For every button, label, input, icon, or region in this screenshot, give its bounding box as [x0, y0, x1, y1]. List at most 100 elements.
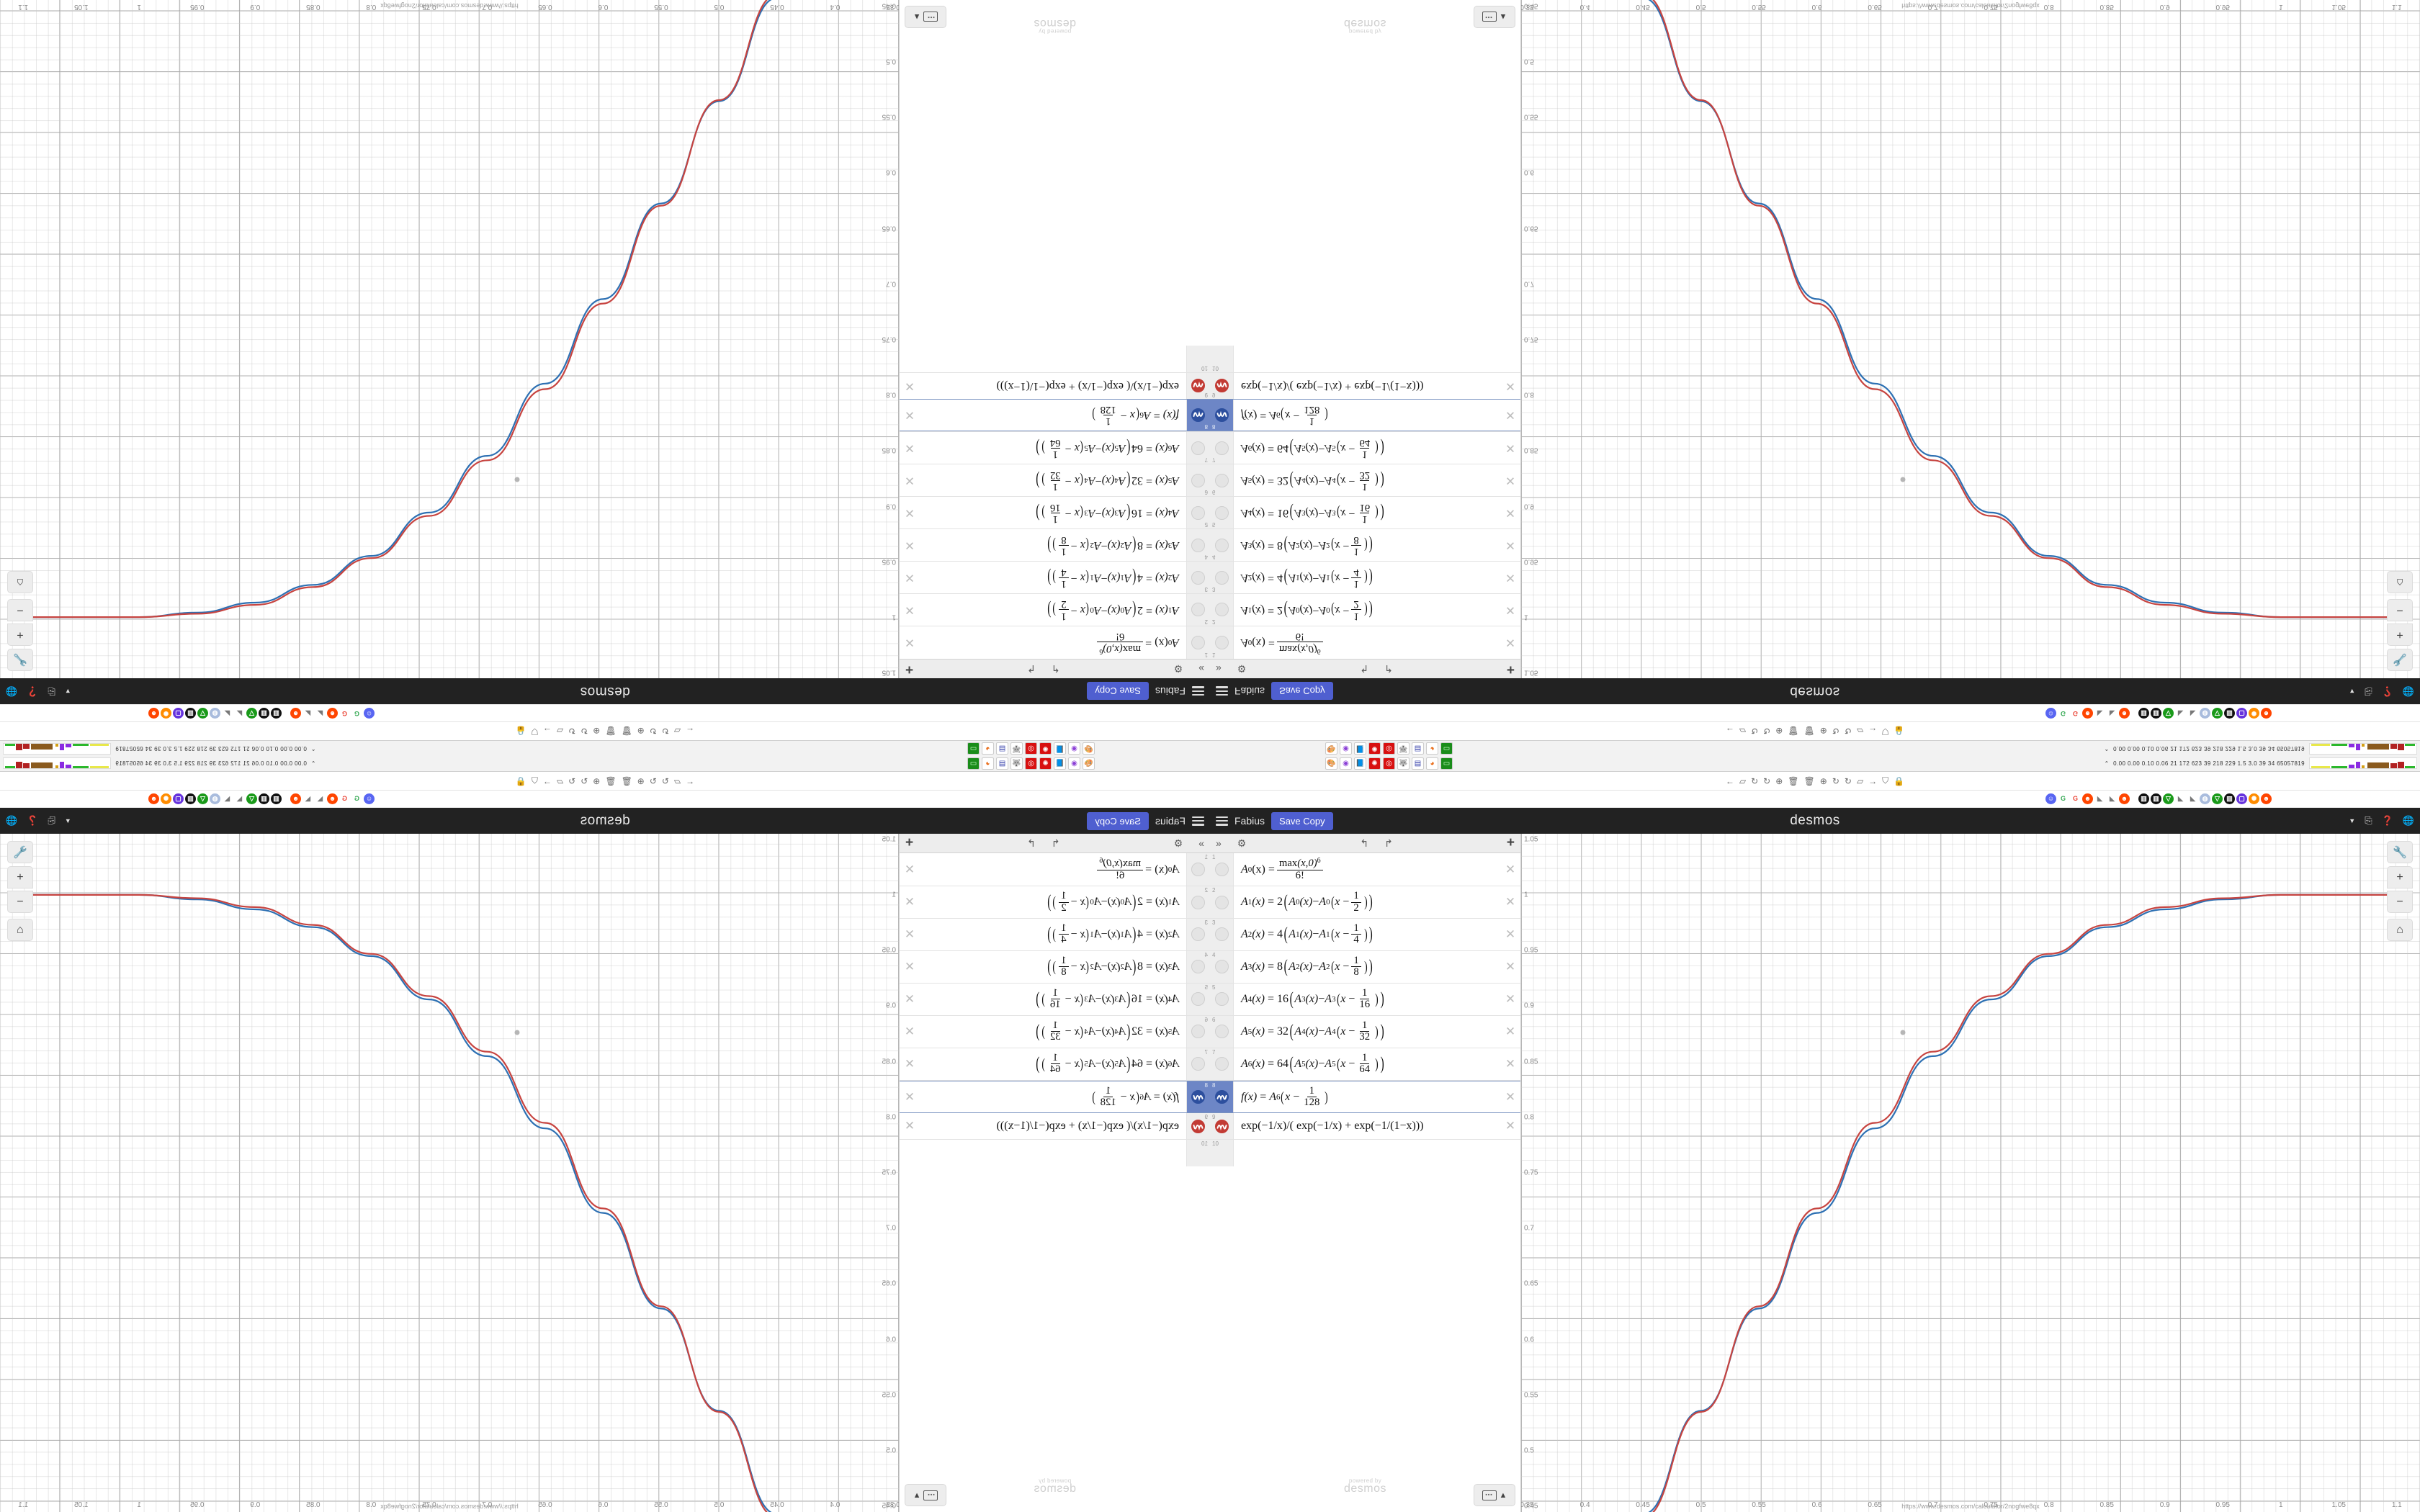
zoom-in-icon[interactable]: + — [7, 866, 33, 888]
expression-gutter[interactable]: 3 — [1186, 562, 1210, 593]
plot-toggle-bullet[interactable] — [1191, 1025, 1206, 1039]
reload-icon[interactable]: ↻ — [581, 775, 588, 786]
firefox-icon[interactable]: ◕ — [982, 742, 994, 755]
delete-expression-icon[interactable]: ✕ — [904, 927, 915, 941]
gear-icon[interactable]: ⚙ — [1237, 837, 1247, 849]
google-icon[interactable]: G — [2058, 793, 2069, 804]
plot-toggle-bullet[interactable] — [1191, 441, 1206, 455]
expression-row[interactable]: 2 A 1 (x) = 2(A 0 (x) − A 0(x − 1 2)) ✕ — [1210, 886, 1520, 919]
graph-canvas[interactable]: 0.35 0.4 0.45 0.5 0.55 0.6 0.65 0.7 0.75 0.8 0.85 0… — [0, 0, 899, 678]
share-icon[interactable]: ⎘ — [48, 686, 55, 697]
floppy-icon[interactable]: ▤ — [1412, 742, 1424, 755]
notepad-icon[interactable]: 📘 — [1354, 757, 1366, 770]
delete-expression-icon[interactable]: ✕ — [1505, 539, 1516, 553]
expression-row-empty[interactable]: 10 — [1210, 1140, 1520, 1167]
nvidia-icon[interactable]: ▽ — [2163, 793, 2174, 804]
home-icon[interactable]: ⌂ — [7, 571, 33, 593]
gitlab-icon[interactable]: ◣ — [222, 708, 233, 719]
plot-toggle-bullet-red[interactable] — [1191, 379, 1206, 393]
settings-red-icon[interactable]: ✺ — [1368, 757, 1381, 770]
reload-icon[interactable]: ↻ — [661, 775, 669, 786]
expression-row-selected[interactable]: 8 f (x) = A 6(x − 1 128) ✕ — [900, 1080, 1210, 1114]
expression-math[interactable]: A 6 (x) = 64(A 5 (x) − A 5(x − 1 64)) — [1036, 436, 1179, 461]
settings-red-icon[interactable]: ✺ — [1039, 742, 1052, 755]
expression-math[interactable] — [1234, 346, 1520, 372]
plot-toggle-bullet[interactable] — [1191, 927, 1206, 942]
expression-math[interactable]: A 5 (x) = 32(A 4 (x) − A 4(x − 1 32)) — [1241, 1019, 1384, 1043]
back-arrow-icon[interactable]: ← — [1725, 775, 1734, 786]
sun-icon[interactable]: ✺ — [2249, 708, 2259, 719]
home-icon[interactable]: ⌂ — [7, 919, 33, 941]
folder-icon[interactable]: ▱ — [1739, 775, 1747, 786]
delete-expression-icon[interactable]: ✕ — [904, 862, 915, 876]
record-red-icon[interactable]: ◎ — [1383, 742, 1395, 755]
add-expression-button[interactable]: + — [905, 662, 914, 677]
expression-row[interactable]: 2 A 1 (x) = 2(A 0 (x) − A 0(x − 1 2)) ✕ — [900, 886, 1210, 919]
trash-icon[interactable]: ▥ — [259, 708, 269, 719]
expression-gutter[interactable]: 10 — [1186, 1140, 1210, 1167]
expression-math[interactable] — [900, 346, 1186, 372]
delete-expression-icon[interactable]: ✕ — [1505, 1119, 1516, 1133]
expression-row[interactable]: 4 A 3 (x) = 8(A 2 (x) − A 2(x − 1 8)) ✕ — [1210, 950, 1520, 984]
expression-gutter[interactable]: 4 — [1210, 950, 1234, 983]
taskbar-icon-group[interactable]: 🎨 ◉ 📘 ✺ ◎ 🐺 ▤ ◕ ▭ — [967, 742, 1095, 755]
expression-math[interactable]: A 3 (x) = 8(A 2 (x) − A 2(x − 1 8)) — [1047, 534, 1179, 558]
back-arrow-icon[interactable]: ← — [686, 775, 695, 786]
expression-gutter[interactable]: 5 — [1186, 983, 1210, 1015]
reddit-icon[interactable]: ☻ — [148, 793, 159, 804]
curve-marker-point[interactable] — [1900, 1030, 1906, 1035]
wrench-icon[interactable]: 🔧 — [7, 841, 33, 863]
expression-math[interactable]: A 4 (x) = 16(A 3 (x) − A 3(x − 1 16)) — [1241, 501, 1384, 526]
lock-icon[interactable]: 🔒 — [1894, 775, 1905, 786]
plot-toggle-bullet[interactable] — [1214, 570, 1229, 585]
plot-toggle-bullet[interactable] — [1214, 1057, 1229, 1071]
bookmark-icon-group[interactable]: ☺ G G ☻ ◣ ◣ ☻ ▥ ▥ ▽ ◣ ◣ ◍ ▽ ▥ ▢ — [2045, 793, 2272, 804]
plot-toggle-bullet[interactable] — [1191, 570, 1206, 585]
graph-canvas[interactable]: 0.35 0.4 0.45 0.5 0.55 0.6 0.65 0.7 0.75 0.8 0.85 0… — [0, 834, 899, 1512]
graph-title[interactable]: Fabius — [1155, 815, 1186, 827]
bookmark-icon-group[interactable]: ☺ G G ☻ ◣ ◣ ☻ ▥ ▥ ▽ ◣ ◣ ◍ ▽ ▥ ▢ — [148, 793, 375, 804]
expression-math[interactable]: f (x) = A 6(x − 1 128) — [1241, 404, 1328, 428]
expression-gutter[interactable]: 8 — [1186, 1081, 1210, 1113]
gear-icon[interactable]: ⚙ — [1173, 663, 1183, 675]
plot-toggle-bullet[interactable] — [1214, 505, 1229, 520]
expression-math[interactable]: A 3 (x) = 8(A 2 (x) − A 2(x − 1 8)) — [1241, 534, 1373, 558]
expression-math[interactable]: A 3 (x) = 8(A 2 (x) − A 2(x − 1 8)) — [1047, 954, 1179, 978]
plot-toggle-bullet[interactable] — [1191, 863, 1206, 877]
expression-gutter[interactable]: 10 — [1210, 345, 1234, 372]
expression-gutter[interactable]: 8 — [1186, 399, 1210, 431]
plot-toggle-bullet-blue[interactable] — [1214, 408, 1229, 422]
expression-math[interactable]: A 1 (x) = 2(A 0 (x) − A 0(x − 1 2)) — [1047, 598, 1179, 622]
graph-toolbar[interactable]: 🔧 + − ⌂ — [2386, 571, 2414, 671]
expression-row[interactable]: 3 A 2 (x) = 4(A 1 (x) − A 1(x − 1 4)) ✕ — [900, 561, 1210, 593]
settings-red-icon[interactable]: ✺ — [1039, 757, 1052, 770]
gitlab-icon[interactable]: ◣ — [315, 793, 326, 804]
gitlab-icon[interactable]: ◣ — [2175, 708, 2186, 719]
google-icon[interactable]: G — [351, 793, 362, 804]
graph-toolbar[interactable]: 🔧 + − ⌂ — [2386, 841, 2414, 941]
notepad-icon[interactable]: 📘 — [1354, 742, 1366, 755]
expression-gutter[interactable]: 2 — [1186, 886, 1210, 919]
pale-globe-icon[interactable]: ◍ — [210, 793, 220, 804]
lock-icon[interactable]: 🔒 — [515, 775, 526, 786]
expression-math[interactable]: exp(−1/x)/( exp(−1/x) + exp(−1/(1−x))) — [996, 1120, 1179, 1133]
shield-icon[interactable]: ⛉ — [1882, 775, 1889, 786]
mastodon-icon[interactable]: ◉ — [1340, 742, 1352, 755]
reload-icon[interactable]: ↻ — [1832, 726, 1839, 737]
expression-math[interactable]: A 6 (x) = 64(A 5 (x) − A 5(x − 1 64)) — [1036, 1051, 1179, 1076]
expression-gutter[interactable]: 3 — [1186, 919, 1210, 950]
trash-icon[interactable]: 🗑 — [605, 775, 617, 786]
graph-toolbar[interactable]: 🔧 + − ⌂ — [6, 571, 34, 671]
undo-icon[interactable]: ↰ — [1051, 837, 1060, 849]
expression-row[interactable]: 9 exp(−1/x)/( exp(−1/x) + exp(−1/(1−x)))… — [1210, 1113, 1520, 1140]
google-icon[interactable]: G — [2070, 708, 2081, 719]
delete-expression-icon[interactable]: ✕ — [1505, 506, 1516, 521]
globe-icon[interactable]: ⊕ — [1819, 726, 1827, 737]
expression-gutter[interactable]: 2 — [1186, 593, 1210, 626]
trash-icon[interactable]: ▥ — [2224, 793, 2235, 804]
help-icon[interactable]: ❓ — [2381, 815, 2393, 826]
reddit-icon[interactable]: ☻ — [2261, 793, 2272, 804]
expression-row[interactable]: 1 A 0 (x) = max(x,0)6 6! ✕ — [1210, 625, 1520, 659]
palette-icon[interactable]: 🎨 — [1083, 742, 1095, 755]
delete-expression-icon[interactable]: ✕ — [1505, 991, 1516, 1006]
